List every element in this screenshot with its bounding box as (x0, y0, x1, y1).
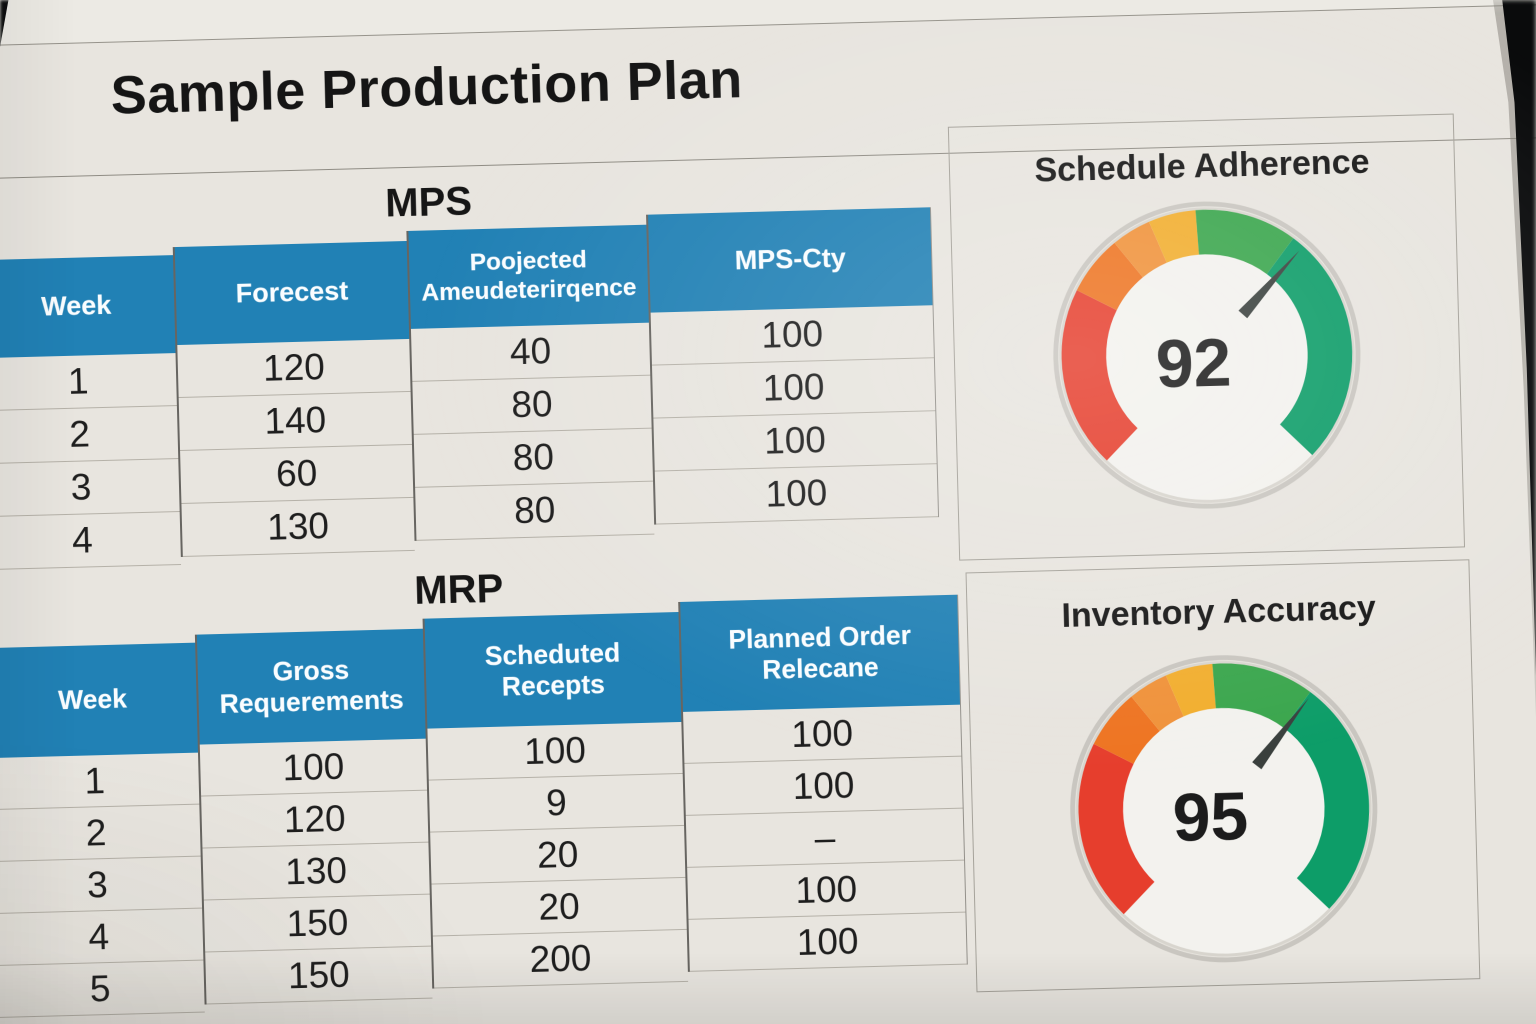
mrp-table: Week 1 2 3 4 5 Gross Requerements 100 120 130 150 1… (0, 594, 968, 1018)
table-cell: 130 (181, 497, 415, 557)
table-cell: 150 (203, 894, 432, 953)
table-cell: 80 (415, 481, 655, 541)
inventory-accuracy-panel: Inventory Accuracy 95 (965, 559, 1481, 993)
schedule-adherence-panel: Schedule Adherence 92 (947, 113, 1466, 561)
table-cell: 100 (684, 756, 963, 816)
mps-table: Week 1 2 3 4 Forecest 120 140 60 130 Poojected Ame… (0, 207, 940, 571)
table-cell: 140 (178, 391, 412, 451)
gauge-value: 92 (1155, 325, 1232, 402)
table-cell: 60 (180, 444, 414, 504)
table-cell: 100 (427, 721, 683, 781)
table-column: Forecest 120 140 60 130 (172, 240, 415, 558)
table-cell: 120 (201, 790, 429, 849)
gauge-chart: 95 (1070, 655, 1378, 963)
table-cell: 4 (0, 512, 182, 571)
table-cell: 9 (428, 773, 685, 833)
table-cell: 150 (205, 946, 433, 1005)
table-cell: 100 (651, 358, 936, 419)
table-cell: 100 (687, 860, 966, 920)
inventory-accuracy-gauge: 95 (969, 647, 1479, 970)
table-cell: 80 (412, 375, 652, 435)
gauge-title: Schedule Adherence (1033, 142, 1370, 190)
table-column: Planned Order Relecane 100 100–100 100 (678, 594, 968, 972)
table-cell: 20 (430, 825, 686, 885)
table-cell: – (685, 808, 965, 868)
column-header: MPS-Cty (648, 207, 933, 313)
column-header: Planned Order Relecane (680, 594, 960, 712)
table-cell: 100 (654, 464, 939, 525)
table-column: Week 1 2 3 4 5 (0, 642, 205, 1018)
column-header: Week (0, 255, 176, 359)
table-cell: 100 (688, 912, 967, 972)
column-header: Forecest (174, 240, 410, 346)
gauge-needle (1252, 698, 1309, 770)
table-column: Week 1 2 3 4 (0, 255, 182, 571)
table-cell: 100 (653, 411, 937, 472)
table-column: MPS-Cty 100 100 100 100 (646, 207, 940, 525)
table-column: Scheduted Recepts 100 9 20 20 200 (422, 611, 689, 989)
page-title: Sample Production Plan (109, 49, 744, 126)
table-cell: 5 (0, 960, 205, 1018)
table-cell: 100 (683, 704, 962, 764)
table-cell: 2 (0, 804, 201, 863)
table-cell: 1 (0, 752, 200, 811)
table-cell: 130 (202, 842, 430, 901)
gauge-needle (1238, 250, 1300, 319)
column-header: Week (0, 642, 198, 759)
column-header: Poojected Ameudeterirqence (408, 224, 649, 329)
table-cell: 100 (199, 738, 428, 797)
table-cell: 1 (0, 353, 177, 412)
schedule-adherence-gauge: 92 (951, 194, 1463, 517)
column-header: Gross Requerements (196, 628, 426, 745)
table-column: Poojected Ameudeterirqence 40 80 80 80 (406, 224, 655, 541)
table-cell: 3 (0, 856, 203, 915)
table-cell: 20 (431, 877, 687, 937)
table-cell: 80 (413, 428, 654, 488)
table-cell: 200 (432, 929, 689, 989)
column-header: Scheduted Recepts (424, 611, 682, 729)
table-column: Gross Requerements 100 120 130 150 150 (194, 628, 433, 1005)
table-cell: 2 (0, 406, 179, 465)
gauge-value: 95 (1172, 779, 1249, 856)
table-cell: 4 (0, 908, 204, 966)
top-edge-strip (0, 0, 1536, 48)
gauge-chart: 92 (1053, 201, 1361, 509)
table-cell: 120 (177, 338, 411, 399)
table-cell: 40 (410, 322, 651, 382)
gauge-title: Inventory Accuracy (1061, 588, 1377, 635)
table-cell: 100 (650, 305, 934, 366)
table-cell: 3 (0, 459, 180, 518)
